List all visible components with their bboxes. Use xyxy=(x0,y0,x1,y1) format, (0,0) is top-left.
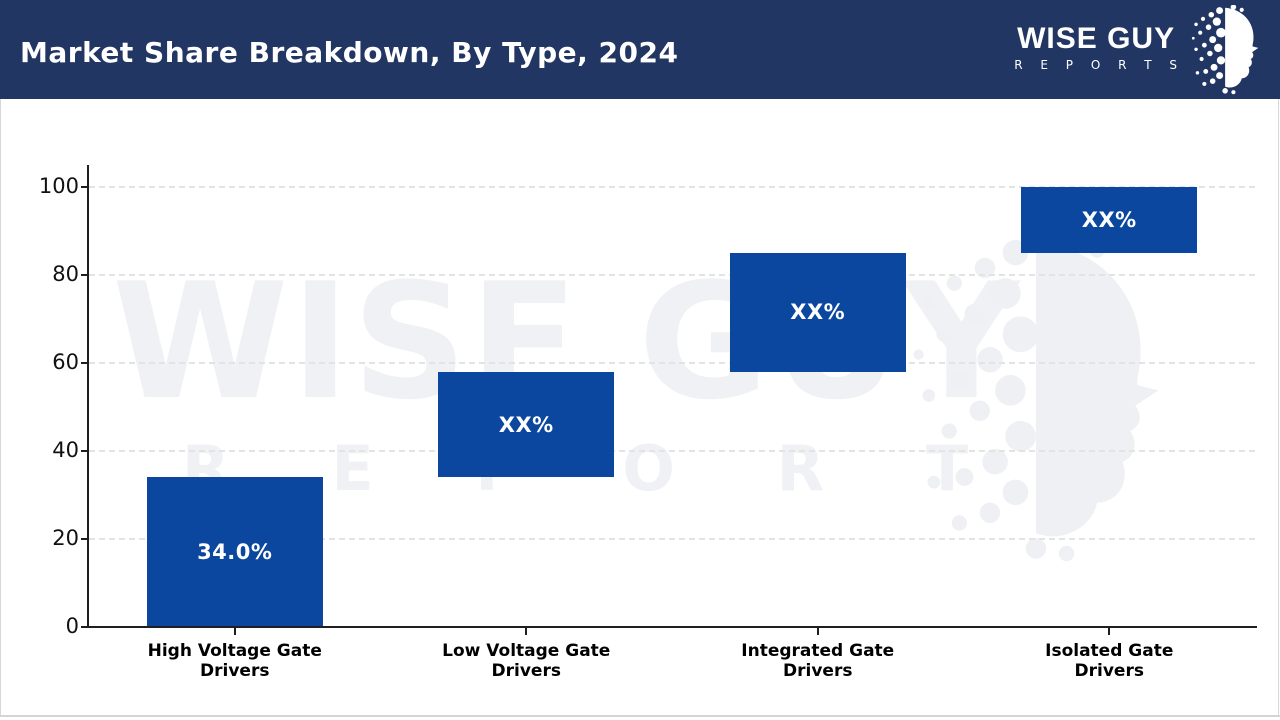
x-category-label-line: Low Voltage Gate xyxy=(442,641,611,661)
gridline-100 xyxy=(89,186,1255,188)
y-tick-label-60: 60 xyxy=(52,350,79,374)
logo-dotted-face-icon xyxy=(1185,5,1268,95)
gridline-60 xyxy=(89,362,1255,364)
x-tick-mark-integrated-gate-drivers xyxy=(816,628,819,635)
x-category-label-line: Drivers xyxy=(1074,661,1144,681)
x-axis-line xyxy=(87,626,1257,628)
x-category-label-line: Integrated Gate xyxy=(741,641,895,661)
y-tick-mark-20 xyxy=(81,538,88,540)
y-tick-mark-60 xyxy=(81,362,88,364)
x-category-label-line: Drivers xyxy=(491,661,561,681)
watermark-dotted-face-logo xyxy=(888,232,1194,564)
y-tick-mark-80 xyxy=(81,274,88,276)
y-tick-mark-0 xyxy=(81,626,88,628)
y-axis-line xyxy=(87,165,89,628)
x-tick-mark-high-voltage-gate-drivers xyxy=(233,628,236,635)
bar-isolated-gate-drivers: XX% xyxy=(1021,187,1198,253)
logo-brand-name: WISE GUY xyxy=(1017,22,1176,55)
y-tick-mark-100 xyxy=(81,186,88,188)
x-tick-mark-isolated-gate-drivers xyxy=(1108,628,1111,635)
bar-value-label-isolated-gate-drivers: XX% xyxy=(1081,208,1137,232)
bar-value-label-low-voltage-gate-drivers: XX% xyxy=(498,412,554,437)
header-bar: Market Share Breakdown, By Type, 2024 WI… xyxy=(0,0,1280,99)
y-tick-label-80: 80 xyxy=(52,262,79,286)
bar-value-label-high-voltage-gate-drivers: 34.0% xyxy=(197,540,273,565)
x-category-label-isolated-gate-drivers: Isolated Gate Drivers xyxy=(989,641,1229,681)
x-category-label-line: Drivers xyxy=(200,661,270,681)
y-tick-label-100: 100 xyxy=(38,174,79,198)
y-tick-label-20: 20 xyxy=(52,526,79,550)
y-tick-mark-40 xyxy=(81,450,88,452)
watermark-tagline-text: R E P O R T S xyxy=(182,432,1155,505)
x-category-label-line: Drivers xyxy=(783,661,853,681)
bar-value-label-integrated-gate-drivers: XX% xyxy=(790,300,846,325)
logo-text: WISE GUY R E P O R T S xyxy=(1008,22,1184,72)
x-category-label-line: High Voltage Gate xyxy=(147,641,322,661)
chart-title: Market Share Breakdown, By Type, 2024 xyxy=(20,36,679,69)
bar-integrated-gate-drivers: XX% xyxy=(729,253,906,372)
x-category-label-line: Isolated Gate xyxy=(1045,641,1174,661)
bar-low-voltage-gate-drivers: XX% xyxy=(438,371,615,478)
page-border-bottom xyxy=(0,715,1280,717)
x-category-label-low-voltage-gate-drivers: Low Voltage Gate Drivers xyxy=(406,641,646,681)
x-tick-mark-low-voltage-gate-drivers xyxy=(525,628,528,635)
wise-guy-reports-logo: WISE GUY R E P O R T S xyxy=(1012,0,1272,99)
page-border-right xyxy=(1278,99,1279,716)
page-border-left xyxy=(0,99,1,716)
y-tick-label-0: 0 xyxy=(65,614,79,638)
gridline-20 xyxy=(89,538,1255,540)
bar-high-voltage-gate-drivers: 34.0% xyxy=(146,477,323,627)
x-category-label-integrated-gate-drivers: Integrated Gate Drivers xyxy=(698,641,938,681)
y-tick-label-40: 40 xyxy=(52,438,79,462)
gridline-40 xyxy=(89,450,1255,452)
logo-tagline: R E P O R T S xyxy=(1014,58,1184,72)
gridline-80 xyxy=(89,274,1255,276)
x-category-label-high-voltage-gate-drivers: High Voltage Gate Drivers xyxy=(115,641,355,681)
